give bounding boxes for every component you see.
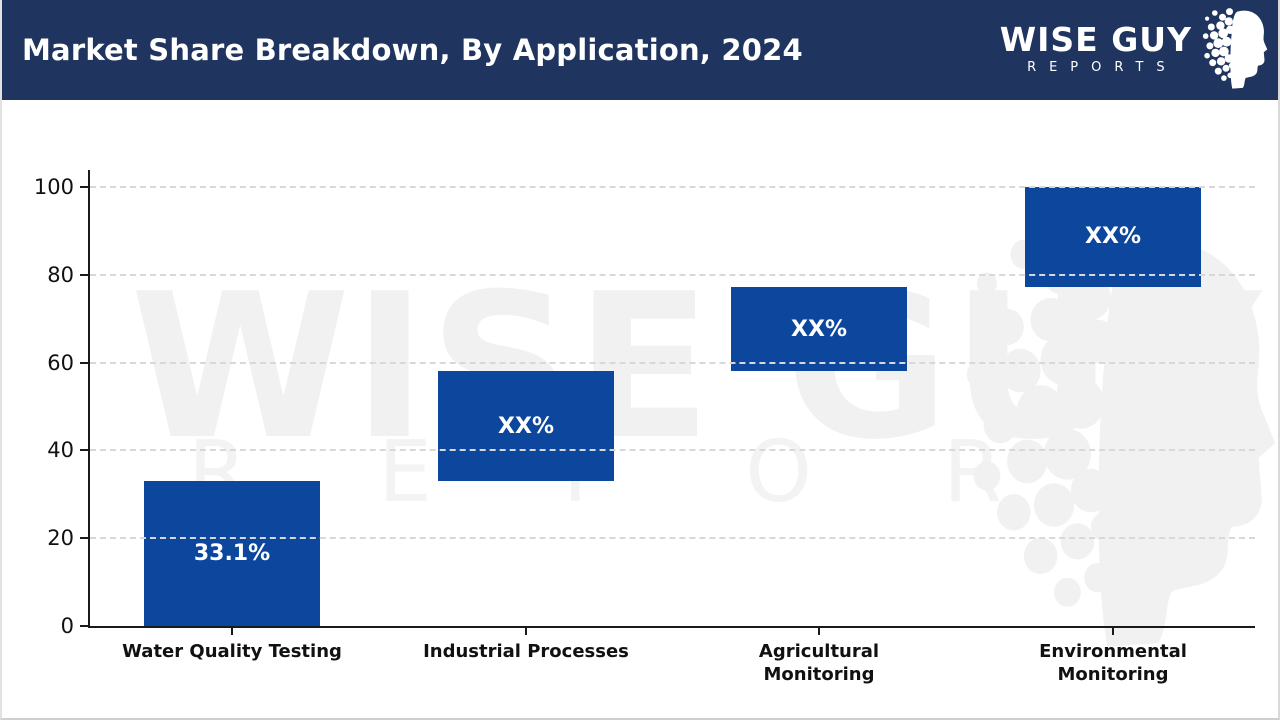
y-tick-label: 40	[47, 438, 74, 463]
gridline	[90, 273, 1255, 276]
x-category-label: Environmental Monitoring	[1039, 641, 1187, 686]
bar-3: XX%	[731, 286, 907, 372]
logo-head-icon	[1202, 8, 1268, 89]
header: Market Share Breakdown, By Application, …	[2, 0, 1278, 100]
gridline	[90, 537, 1255, 540]
gridline	[90, 361, 1255, 364]
bar-2: XX%	[438, 371, 614, 481]
x-category-label: Agricultural Monitoring	[758, 641, 880, 686]
logo: WISE GUY REPORTS	[1000, 6, 1270, 90]
x-tick-mark	[818, 628, 820, 635]
bar-value-label: XX%	[498, 413, 554, 439]
y-tick-label: 80	[47, 262, 74, 287]
page-title: Market Share Breakdown, By Application, …	[22, 33, 803, 67]
gridline	[90, 186, 1255, 188]
logo-subtitle: REPORTS	[1027, 59, 1178, 75]
logo-text: WISE GUY REPORTS	[1000, 23, 1192, 74]
x-category-label: Industrial Processes	[423, 641, 629, 662]
logo-wordmark: WISE GUY	[999, 19, 1192, 59]
bar-1: 33.1%	[144, 480, 320, 626]
bar-4: XX%	[1025, 187, 1201, 287]
x-tick-mark	[231, 628, 233, 635]
x-axis-line	[88, 626, 1255, 628]
y-tick-mark	[80, 449, 90, 452]
bar-value-label: XX%	[1085, 224, 1141, 250]
bar-value-label: XX%	[791, 316, 847, 342]
y-tick-label: 20	[47, 526, 74, 551]
y-tick-label: 100	[33, 175, 74, 199]
y-tick-mark	[80, 186, 90, 188]
y-axis-line	[88, 170, 90, 628]
y-tick-label: 0	[60, 614, 74, 638]
chart-area: WISE GUY R E P O R T S 02040608010033.1%…	[2, 100, 1278, 718]
y-tick-label: 60	[47, 350, 74, 375]
y-tick-mark	[80, 361, 90, 364]
y-tick-mark	[80, 537, 90, 540]
bar-value-label: 33.1%	[193, 540, 271, 566]
x-tick-mark	[525, 628, 527, 635]
gridline	[90, 449, 1255, 452]
y-tick-mark	[80, 625, 90, 627]
x-category-label: Water Quality Testing	[122, 641, 342, 662]
x-tick-mark	[1112, 628, 1114, 635]
y-tick-mark	[80, 273, 90, 276]
